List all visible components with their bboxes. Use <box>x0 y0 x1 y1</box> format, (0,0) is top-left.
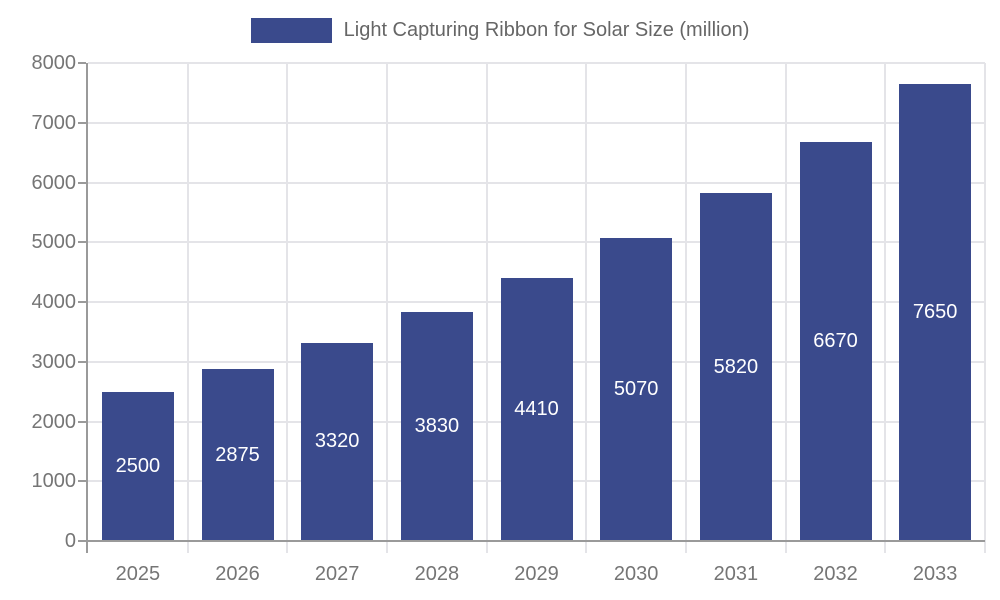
x-tick-label: 2033 <box>912 563 958 585</box>
bar: 7650 <box>899 83 972 541</box>
gridline-horizontal <box>88 121 985 124</box>
y-tick-label: 7000 <box>31 111 77 134</box>
bar: 4410 <box>500 277 573 541</box>
gridline-vertical <box>685 63 687 541</box>
bar-value-label: 6670 <box>813 330 858 353</box>
y-tick-label: 6000 <box>31 171 77 194</box>
x-tick-label: 2026 <box>215 563 260 585</box>
x-tick-label: 2028 <box>414 563 460 585</box>
y-axis-line <box>86 63 88 553</box>
x-axis-tick <box>485 541 488 553</box>
x-tick-label: 2025 <box>115 563 161 585</box>
x-axis-tick <box>585 541 588 553</box>
y-axis-tick <box>78 181 86 184</box>
y-tick-label: 3000 <box>31 350 77 373</box>
y-axis-tick <box>78 420 86 423</box>
bar: 5820 <box>699 193 772 541</box>
y-axis-tick <box>78 360 86 363</box>
bar: 2500 <box>101 391 174 541</box>
bar-value-label: 3830 <box>414 415 460 438</box>
plot-area: 0 1000 2000 3000 4000 5000 6000 7000 8000 2500 202… <box>32 52 986 585</box>
y-tick-label: 5000 <box>31 231 77 254</box>
bar-value-label: 3320 <box>314 430 360 453</box>
x-axis-tick <box>685 541 687 553</box>
bar-value-label: 4410 <box>514 397 559 420</box>
y-tick-label: 8000 <box>31 52 77 74</box>
x-tick-label: 2031 <box>713 563 759 585</box>
x-tick-label: 2030 <box>613 563 659 585</box>
legend: Light Capturing Ribbon for Solar Size (m… <box>0 18 1000 43</box>
bar: 2875 <box>201 369 274 541</box>
legend-swatch <box>250 18 332 43</box>
y-tick-label: 4000 <box>31 291 77 313</box>
gridline-vertical <box>585 63 588 541</box>
y-tick-label: 1000 <box>31 470 77 493</box>
gridline-vertical <box>784 63 787 541</box>
gridline-vertical <box>984 63 986 541</box>
bar-value-label: 5070 <box>613 378 659 401</box>
y-axis-tick <box>78 540 86 542</box>
y-tick-label: 2000 <box>31 410 77 433</box>
x-axis-line <box>88 540 985 542</box>
y-tick-label: 0 <box>64 530 76 552</box>
x-axis-tick <box>186 541 189 553</box>
bar: 3320 <box>301 342 374 541</box>
bar: 5070 <box>600 238 673 541</box>
legend-label: Light Capturing Ribbon for Solar Size (m… <box>343 19 750 41</box>
y-axis-tick <box>78 301 86 303</box>
y-axis-tick <box>78 62 86 64</box>
bar-value-label: 7650 <box>912 300 958 323</box>
y-axis-tick <box>78 241 86 244</box>
gridline-horizontal <box>88 241 985 244</box>
gridline-vertical <box>884 63 887 541</box>
bar-value-label: 2875 <box>215 443 260 466</box>
y-axis-tick <box>78 121 86 124</box>
bar: 6670 <box>799 142 872 541</box>
gridline-vertical <box>286 63 289 541</box>
gridline-vertical <box>186 63 189 541</box>
bar-value-label: 2500 <box>115 454 161 477</box>
gridline-horizontal <box>88 181 985 184</box>
x-axis-tick <box>784 541 787 553</box>
x-axis-tick <box>884 541 887 553</box>
bar-value-label: 5820 <box>713 355 759 378</box>
gridline-horizontal <box>88 62 985 64</box>
x-tick-label: 2032 <box>813 563 858 585</box>
bar: 3830 <box>400 312 473 541</box>
x-tick-label: 2027 <box>314 563 360 585</box>
x-tick-label: 2029 <box>514 563 559 585</box>
y-axis-tick <box>78 480 86 483</box>
gridline-vertical <box>485 63 488 541</box>
x-axis-tick <box>984 541 986 553</box>
x-axis-tick <box>286 541 289 553</box>
gridline-vertical <box>386 63 388 541</box>
x-axis-tick <box>386 541 388 553</box>
